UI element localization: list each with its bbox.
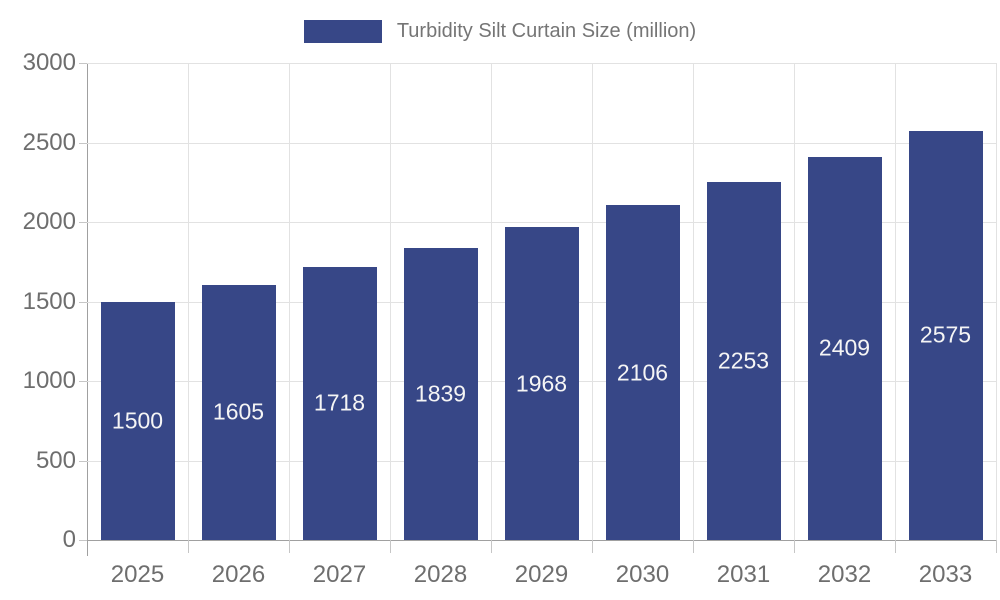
- v-gridline: [592, 63, 593, 540]
- y-axis-tick-label: 2000: [22, 208, 76, 235]
- v-gridline: [188, 63, 189, 540]
- y-axis-tick: [79, 142, 87, 144]
- legend-swatch-icon: [303, 20, 382, 43]
- x-axis-tick-label: 2032: [817, 561, 872, 588]
- v-gridline: [794, 63, 795, 540]
- v-gridline: [895, 63, 896, 540]
- x-axis-tick: [895, 540, 896, 553]
- v-gridline: [289, 63, 290, 540]
- x-axis-tick: [592, 540, 593, 553]
- x-axis-line: [87, 540, 996, 541]
- v-gridline: [693, 63, 694, 540]
- y-axis-tick: [79, 460, 87, 462]
- bar-value-label: 2106: [616, 359, 669, 386]
- bar-value-label: 1839: [414, 380, 467, 407]
- y-axis-tick-label: 2500: [22, 128, 76, 156]
- x-axis-tick-label: 2026: [211, 561, 266, 588]
- y-axis-tick: [79, 222, 87, 223]
- bar[interactable]: 2409: [807, 156, 882, 540]
- y-axis-tick-label: 1500: [22, 287, 76, 315]
- bar-value-label: 1605: [212, 398, 265, 425]
- y-axis-tick-label: 0: [62, 526, 76, 553]
- x-axis-tick-label: 2031: [716, 561, 771, 588]
- x-axis-tick: [188, 540, 189, 553]
- x-axis-tick: [996, 540, 997, 553]
- y-axis-line: [87, 63, 88, 556]
- v-gridline: [491, 63, 492, 540]
- y-axis-tick-label: 3000: [22, 49, 76, 76]
- bar[interactable]: 1839: [403, 247, 478, 540]
- h-gridline: [87, 222, 996, 223]
- y-axis-tick: [79, 381, 87, 382]
- x-axis-tick: [693, 540, 694, 553]
- x-axis-tick-label: 2029: [514, 561, 569, 588]
- x-axis-tick: [794, 540, 795, 553]
- h-gridline: [87, 63, 996, 64]
- y-axis-tick: [79, 540, 87, 541]
- legend[interactable]: Turbidity Silt Curtain Size (million): [0, 20, 1000, 43]
- bar[interactable]: 1718: [302, 266, 377, 540]
- bar[interactable]: 2575: [908, 130, 983, 540]
- bar[interactable]: 2253: [706, 181, 781, 540]
- legend-label: Turbidity Silt Curtain Size (million): [396, 20, 697, 42]
- x-axis-tick: [87, 540, 88, 553]
- x-axis-tick-label: 2033: [918, 561, 973, 588]
- plot-area: 1500 1605 1718 1839 1968 2106 2253 2409 2575: [87, 63, 997, 540]
- bar[interactable]: 1968: [504, 227, 579, 540]
- x-axis-tick-label: 2025: [110, 561, 165, 588]
- bar[interactable]: 1605: [201, 284, 276, 540]
- x-axis-tick: [289, 540, 290, 553]
- h-gridline: [87, 142, 996, 144]
- v-gridline: [996, 63, 997, 540]
- bar[interactable]: 1500: [100, 301, 175, 540]
- bar-value-label: 2253: [717, 347, 770, 374]
- bar-value-label: 2575: [919, 321, 972, 348]
- bar-value-label: 1718: [313, 389, 366, 416]
- bar-value-label: 1968: [515, 370, 568, 397]
- x-axis-tick-label: 2027: [312, 561, 367, 588]
- y-axis-tick-label: 500: [35, 446, 76, 474]
- bar[interactable]: 2106: [605, 205, 680, 540]
- x-axis-tick-label: 2028: [413, 561, 468, 588]
- y-axis-tick: [79, 63, 87, 64]
- v-gridline: [390, 63, 391, 540]
- x-axis-tick-label: 2030: [615, 561, 670, 588]
- bar-value-label: 1500: [111, 407, 164, 434]
- bar-value-label: 2409: [818, 334, 871, 361]
- y-axis-tick: [79, 301, 87, 303]
- x-axis-tick: [390, 540, 391, 553]
- y-axis-tick-label: 1000: [22, 367, 76, 394]
- x-axis-tick: [491, 540, 492, 553]
